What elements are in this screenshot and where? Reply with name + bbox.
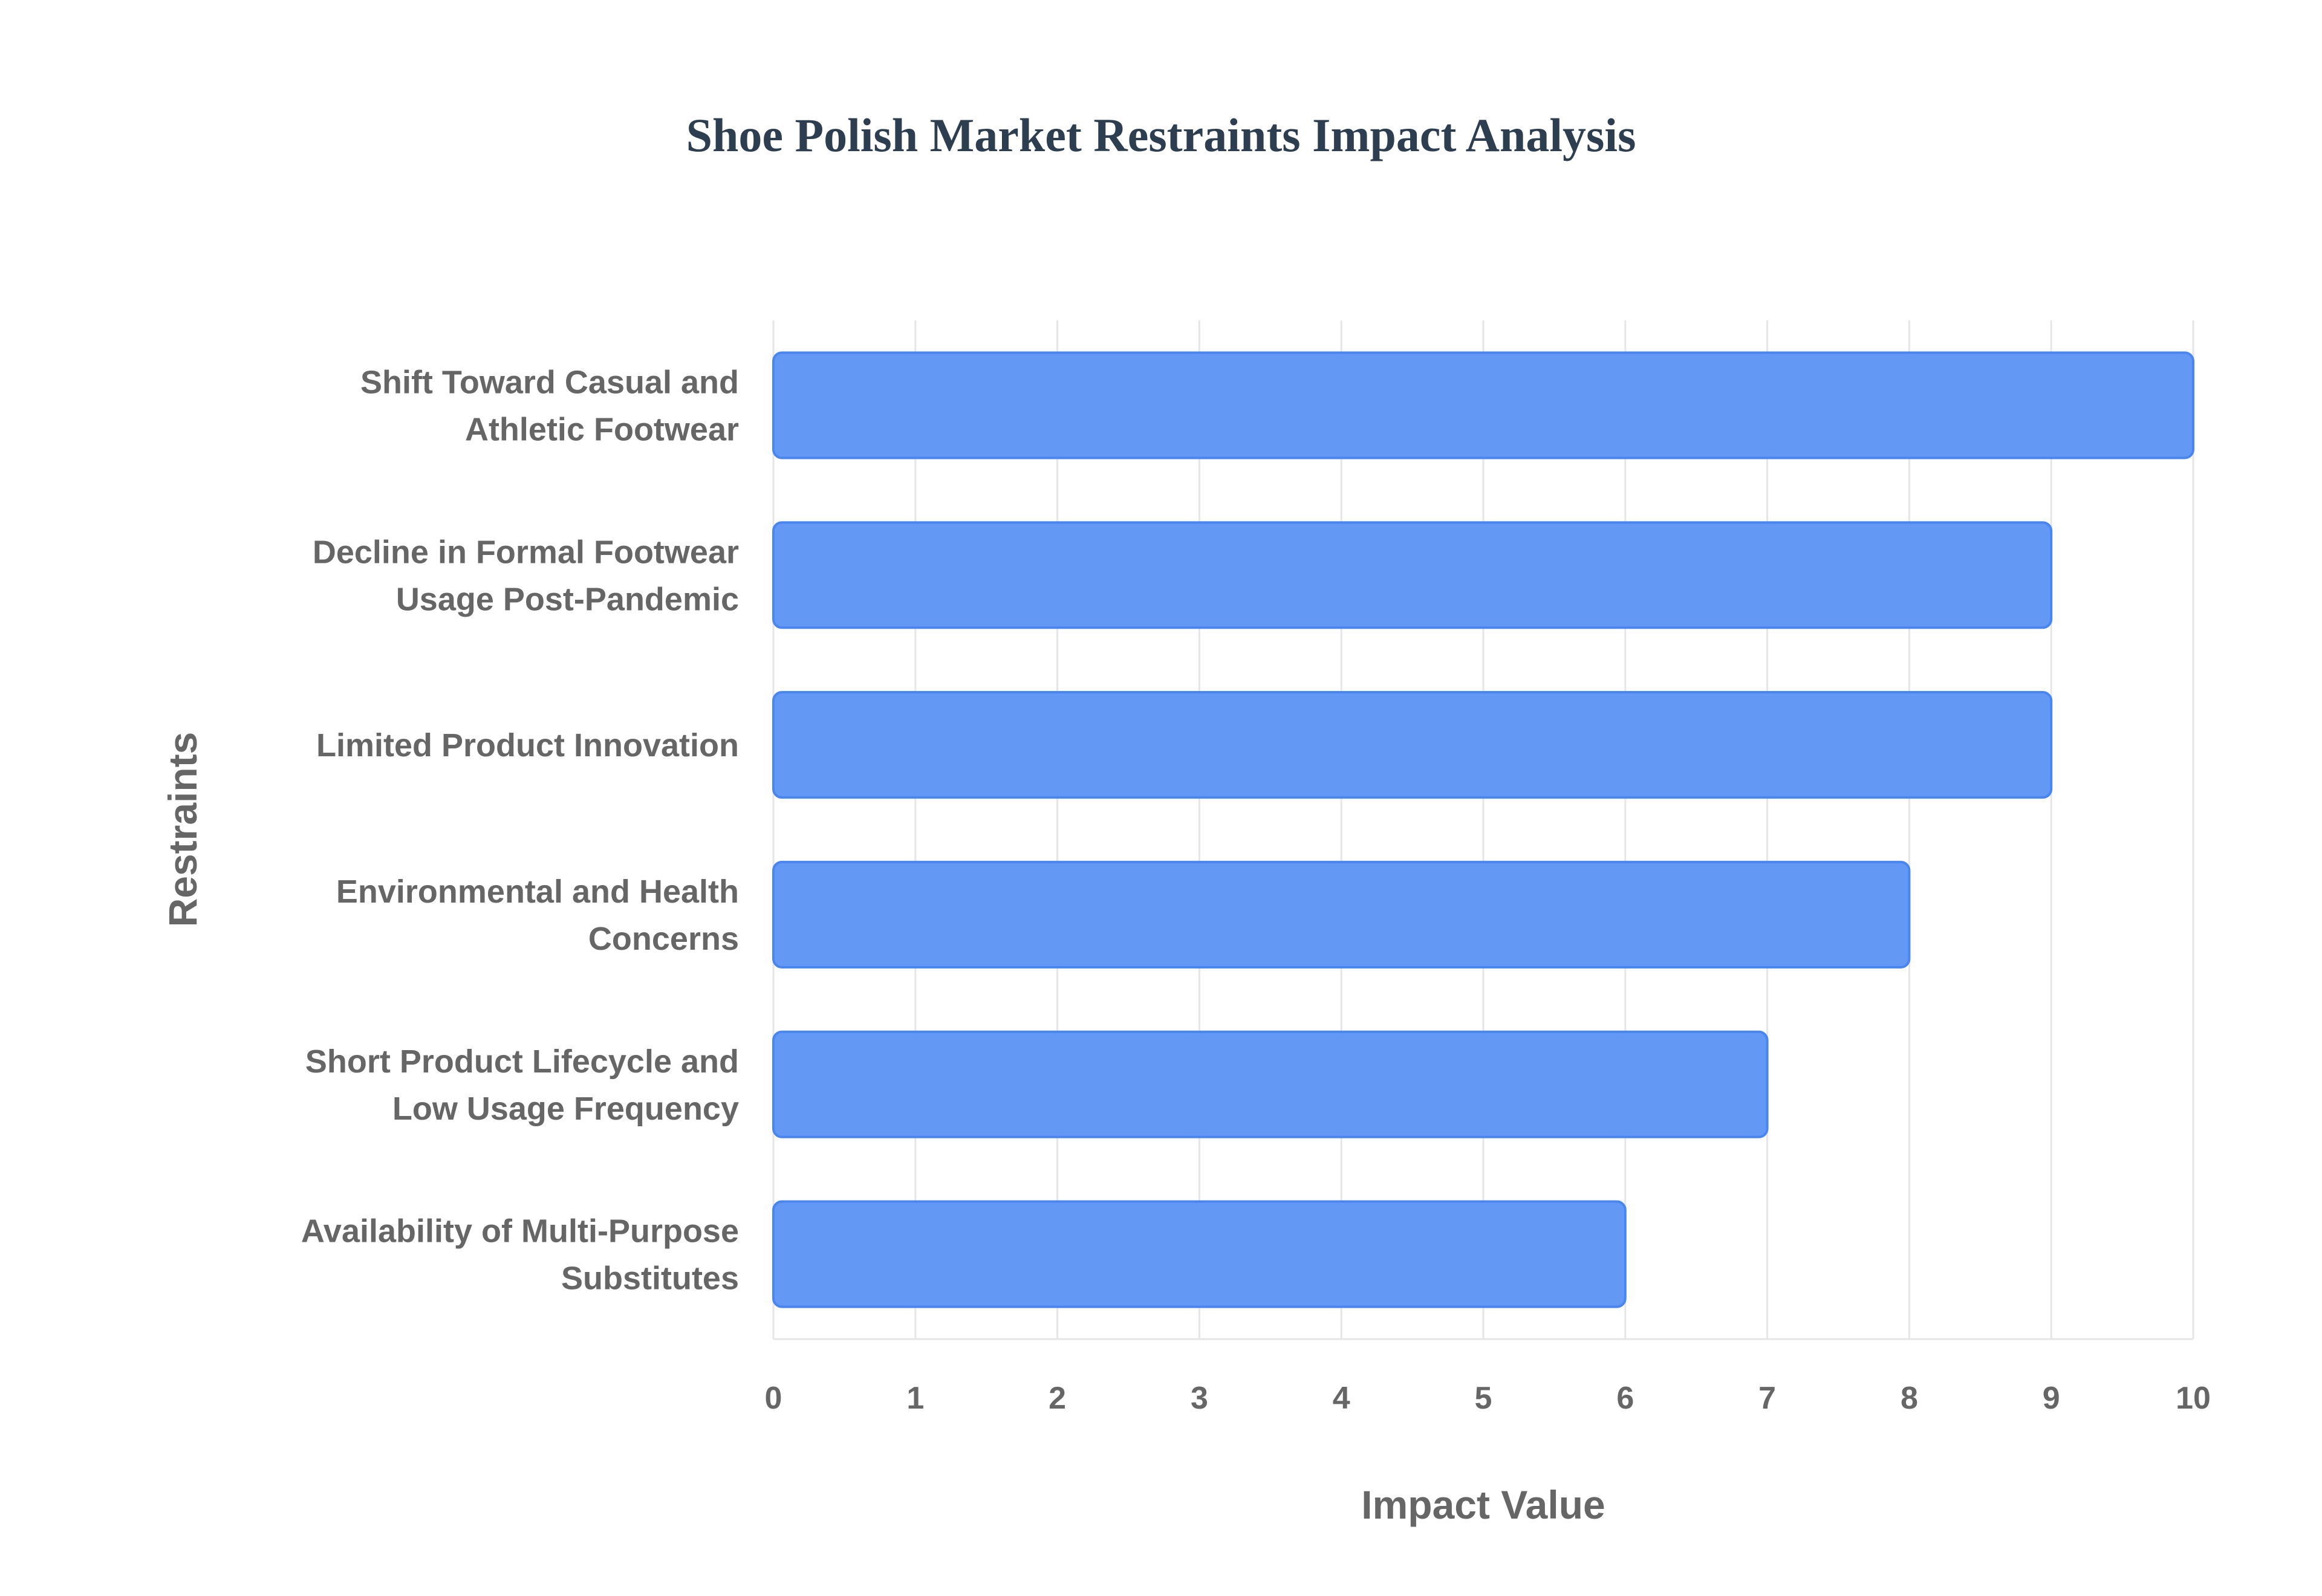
category-label-line: Low Usage Frequency: [392, 1091, 739, 1127]
category-label-line: Short Product Lifecycle and: [305, 1043, 739, 1080]
y-axis-title: Restraints: [160, 732, 205, 927]
x-tick-label: 2: [1049, 1381, 1066, 1416]
bar: [772, 1030, 1769, 1138]
category-label: Availability of Multi-Purpose Substitutes: [301, 1213, 739, 1297]
category-label: Decline in Formal Footwear Usage Post-Pan…: [313, 534, 739, 617]
bar: [772, 351, 2194, 459]
category-label-line: Athletic Footwear: [465, 411, 739, 447]
x-tick-label: 7: [1758, 1381, 1776, 1416]
x-tick-labels: 0 1 2 3 4 5 6 7 8 9 10: [765, 1381, 2211, 1416]
category-label: Limited Product Innovation: [316, 727, 739, 764]
category-label-line: Substitutes: [561, 1260, 739, 1297]
category-label-line: Environmental and Health: [336, 874, 739, 910]
bar: [772, 521, 2053, 629]
category-label-line: Shift Toward Casual and: [360, 364, 739, 400]
bar: [772, 691, 2053, 799]
category-label-line: Limited Product Innovation: [316, 727, 739, 764]
bars: [772, 351, 2194, 1308]
x-tick-label: 0: [765, 1381, 782, 1416]
x-tick-label: 4: [1333, 1381, 1350, 1416]
x-axis-title: Impact Value: [1361, 1482, 1605, 1527]
category-label: Shift Toward Casual and Athletic Footwear: [360, 364, 739, 447]
x-tick-label: 9: [2043, 1381, 2060, 1416]
bar: [772, 860, 1911, 968]
x-tick-label: 1: [906, 1381, 924, 1416]
category-label: Short Product Lifecycle and Low Usage Fre…: [305, 1043, 739, 1127]
category-label-line: Decline in Formal Footwear: [313, 534, 739, 570]
category-label-line: Usage Post-Pandemic: [396, 581, 739, 617]
x-tick-label: 3: [1191, 1381, 1208, 1416]
x-tick-label: 8: [1901, 1381, 1918, 1416]
category-label: Environmental and Health Concerns: [336, 874, 739, 957]
x-tick-label: 6: [1616, 1381, 1634, 1416]
grid-lines: [772, 320, 2194, 1340]
x-tick-label: 10: [2176, 1381, 2211, 1416]
category-label-line: Concerns: [588, 921, 739, 957]
category-label-line: Availability of Multi-Purpose: [301, 1213, 739, 1250]
x-tick-label: 5: [1475, 1381, 1492, 1416]
chart-title: Shoe Polish Market Restraints Impact Ana…: [686, 109, 1636, 161]
category-labels: Shift Toward Casual and Athletic Footwear…: [301, 364, 739, 1296]
bar: [772, 1200, 1627, 1308]
